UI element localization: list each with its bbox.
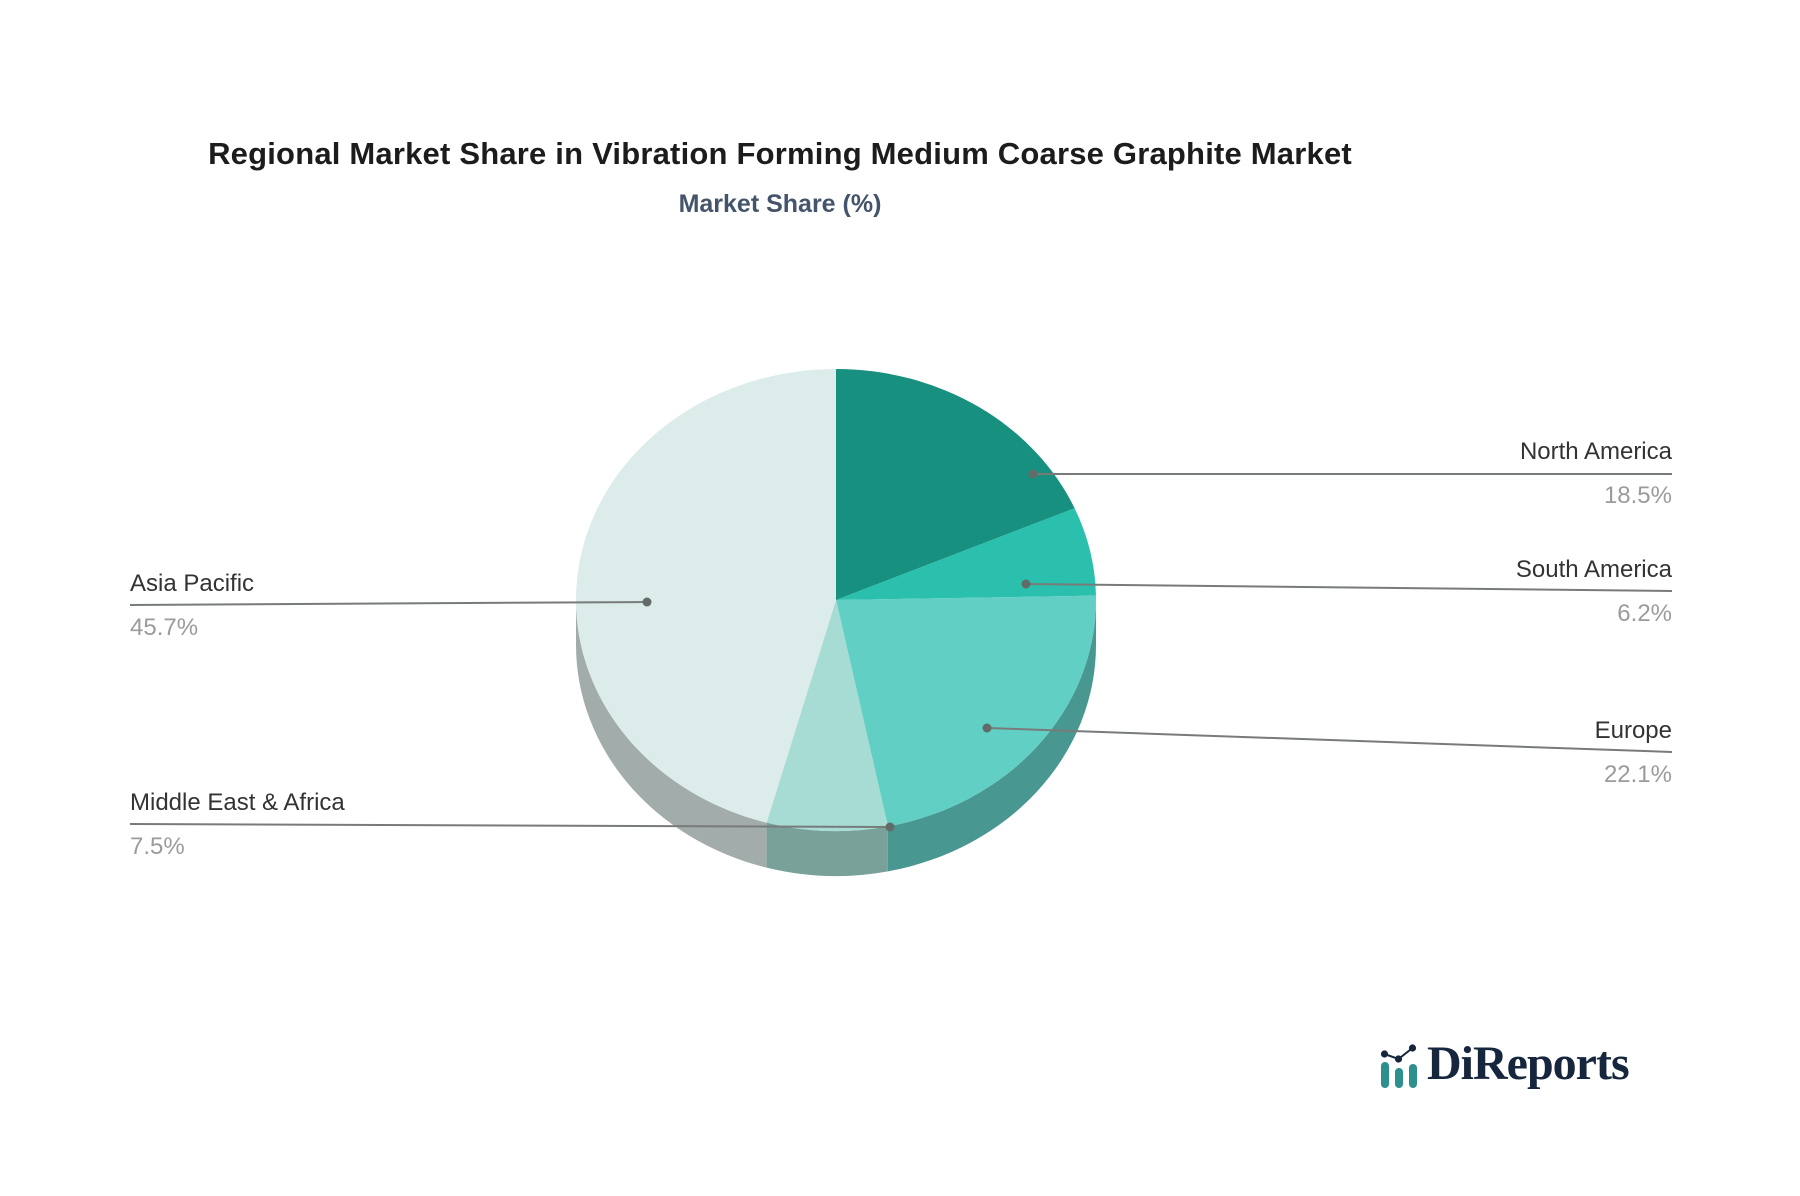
pie-slice-middle-east-africa[interactable] (766, 600, 888, 831)
callout-label: South America (1515, 556, 1672, 583)
direports-logo: DiReports (1380, 1037, 1630, 1090)
callout-label: Asia Pacific (130, 570, 255, 597)
pie-side-asia-pacific (576, 600, 767, 868)
callout-south-america: South America 6.2% (1252, 556, 1672, 628)
pie-side-middle-east-africa (766, 822, 888, 876)
leader-line-south-america (1025, 583, 1673, 592)
pie-slice-europe[interactable] (836, 595, 1096, 827)
callout-value: 22.1% (1603, 761, 1672, 788)
leader-line-middle-east-africa (129, 823, 891, 828)
callout-value: 45.7% (130, 614, 199, 641)
logo-bar-chart-icon (1380, 1044, 1417, 1088)
callout-value: 18.5% (1603, 482, 1672, 509)
callout-label: Middle East & Africa (130, 789, 345, 816)
callout-middle-east-africa: Middle East & Africa 7.5% (130, 789, 550, 861)
pie-side-europe (887, 600, 1096, 872)
callout-value: 6.2% (1617, 600, 1672, 627)
callout-value: 7.5% (130, 833, 185, 860)
callout-dot-asia-pacific (642, 597, 652, 607)
callout-dot-south-america (1021, 579, 1031, 589)
callout-north-america: North America 18.5% (1252, 438, 1672, 510)
callout-dot-middle-east-africa (885, 822, 895, 832)
chart-subtitle: Market Share (%) (678, 190, 882, 218)
chart-title: Regional Market Share in Vibration Formi… (208, 136, 1352, 171)
leader-line-asia-pacific (129, 601, 648, 606)
callout-dot-europe (982, 723, 992, 733)
callout-dot-north-america (1028, 469, 1038, 479)
leader-line-europe (986, 727, 1673, 753)
callout-asia-pacific: Asia Pacific 45.7% (130, 570, 550, 642)
callout-label: Europe (1594, 717, 1672, 744)
pie-slice-north-america[interactable] (836, 369, 1075, 600)
pie-slice-asia-pacific[interactable] (575, 369, 836, 823)
pie-slice-south-america[interactable] (836, 508, 1096, 600)
callout-label: North America (1519, 438, 1672, 465)
callout-europe: Europe 22.1% (1252, 717, 1672, 789)
logo-text: DiReports (1427, 1037, 1630, 1090)
